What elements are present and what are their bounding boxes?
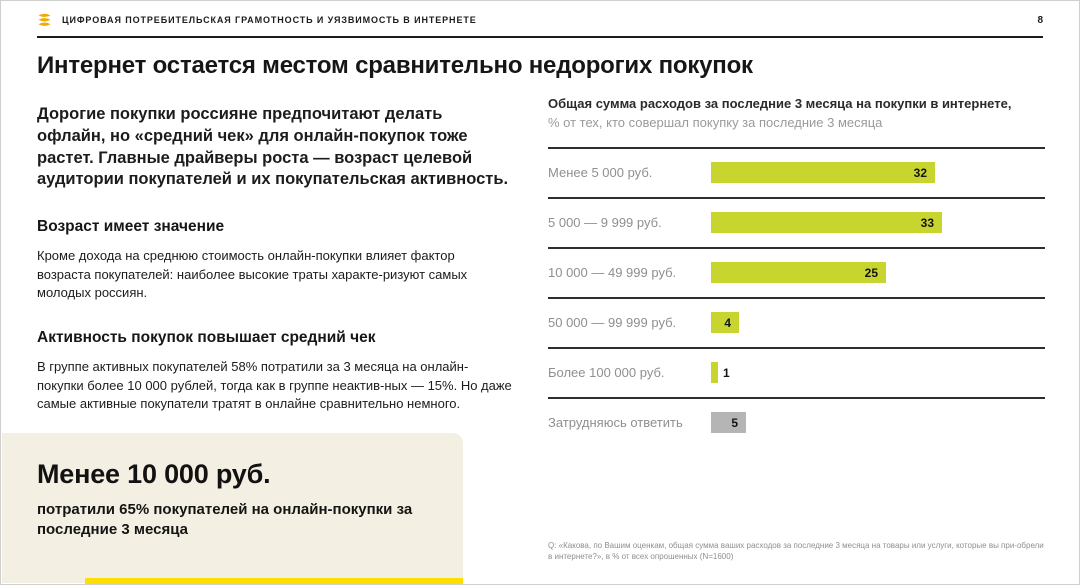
chart-category-label: Затрудняюсь ответить [548,415,683,431]
chart-bar-track: 4 [711,312,1045,334]
chart-row: 10 000 — 49 999 руб. 25 [548,246,1045,297]
footnote: Q: «Какова, по Вашим оценкам, общая сумм… [548,541,1044,561]
logo-icon [37,13,52,27]
chart-category-label: Более 100 000 руб. [548,365,665,381]
chart-bar-track: 33 [711,212,1045,234]
chart-subtitle: % от тех, кто совершал покупку за послед… [548,114,883,130]
highlight-callout: Менее 10 000 руб. потратили 65% покупате… [2,433,463,583]
section-text-age: Кроме дохода на среднюю стоимость онлайн… [37,248,468,300]
chart-value-label: 5 [731,415,738,430]
chart-category-label: Менее 5 000 руб. [548,165,653,181]
report-title: ЦИФРОВАЯ ПОТРЕБИТЕЛЬСКАЯ ГРАМОТНОСТЬ И У… [62,15,477,25]
chart-row: 50 000 — 99 999 руб. 4 [548,296,1045,347]
chart-title: Общая сумма расходов за последние 3 меся… [548,96,1012,111]
chart-rows: Менее 5 000 руб. 32 5 000 — 9 999 руб. 33 10… [548,146,1045,447]
chart-bar [711,362,718,384]
chart-row: Менее 5 000 руб. 32 [548,146,1045,197]
page-header: ЦИФРОВАЯ ПОТРЕБИТЕЛЬСКАЯ ГРАМОТНОСТЬ И У… [1,1,1079,27]
chart-bar-track: 5 [711,412,1045,434]
header-divider [37,36,1043,38]
slide-title: Интернет остается местом сравнительно не… [37,52,753,79]
chart-bar-track: 32 [711,162,1045,184]
chart-panel: Общая сумма расходов за последние 3 меся… [548,96,1045,447]
chart-row: Более 100 000 руб. 1 [548,346,1045,397]
chart-row: Затрудняюсь ответить 5 [548,396,1045,447]
chart-value-label: 25 [864,265,878,280]
chart-category-label: 10 000 — 49 999 руб. [548,265,677,281]
chart-bar: 25 [711,262,886,284]
chart-category-label: 5 000 — 9 999 руб. [548,215,662,231]
page-number: 8 [1037,14,1043,26]
intro-paragraph: Дорогие покупки россияне предпочитают де… [37,105,509,189]
left-column: Дорогие покупки россияне предпочитают де… [37,104,512,414]
chart-bar-track: 25 [711,262,1045,284]
section-text-activity: В группе активных покупателей 58% потрат… [37,359,512,412]
chart-category-label: 50 000 — 99 999 руб. [548,315,677,331]
section-title-age: Возраст имеет значение [37,218,225,236]
chart-value-label: 32 [913,165,927,180]
chart-value-label: 33 [920,215,934,230]
highlight-text: потратили 65% покупателей на онлайн-поку… [37,501,413,539]
chart-value-label: 1 [723,365,730,380]
chart-bar-track: 1 [711,362,1045,384]
chart-row: 5 000 — 9 999 руб. 33 [548,196,1045,247]
chart-bar: 33 [711,212,942,234]
chart-value-label: 4 [724,315,731,330]
chart-bar: 32 [711,162,935,184]
chart-bar: 5 [711,412,746,434]
chart-bar: 4 [711,312,739,334]
highlight-title: Менее 10 000 руб. [37,459,271,489]
bottom-accent-strip [85,578,463,584]
section-title-activity: Активность покупок повышает средний чек [37,329,376,347]
